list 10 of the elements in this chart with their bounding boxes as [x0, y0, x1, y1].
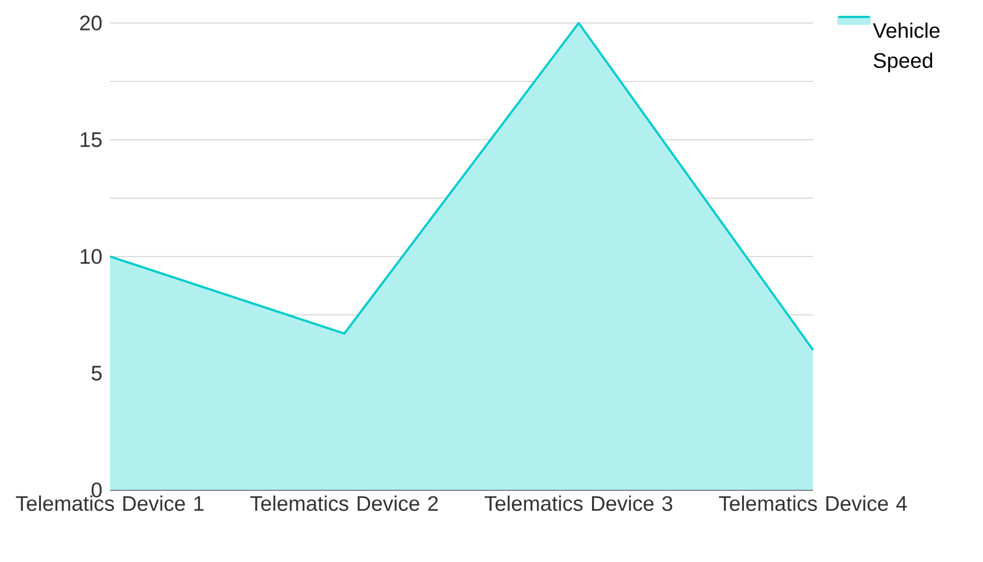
y-tick-label: 10	[80, 249, 102, 264]
x-tick-label: Telematics Device 4	[718, 496, 907, 511]
y-tick-label: 0	[92, 482, 102, 498]
y-tick-label: 5	[92, 366, 102, 381]
y-tick-label: 20	[80, 16, 102, 30]
x-tick-label: Telematics Device 2	[250, 496, 438, 511]
legend-label: Vehicle Speed	[872, 22, 940, 72]
y-tick-label: 15	[80, 132, 102, 148]
x-tick-label: Telematics Device 1	[16, 496, 204, 511]
x-tick-label: Telematics Device 3	[484, 496, 672, 511]
